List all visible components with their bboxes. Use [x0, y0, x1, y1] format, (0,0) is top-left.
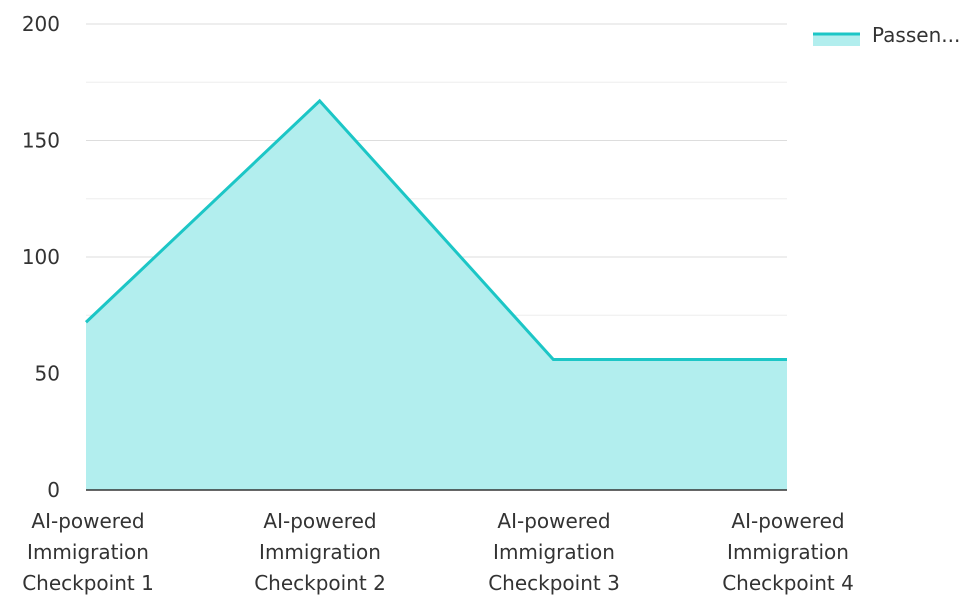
- legend-label: Passen...: [872, 23, 960, 47]
- x-tick-label: AI-powered Immigration Checkpoint 3: [488, 509, 620, 595]
- x-axis: AI-powered Immigration Checkpoint 1 AI-powe…: [22, 489, 854, 595]
- series-line: [84, 98, 787, 362]
- y-tick-label: 0: [47, 478, 60, 502]
- y-tick-label: 50: [35, 362, 60, 386]
- y-tick-label: 200: [22, 12, 60, 36]
- x-tick-label: AI-powered Immigration Checkpoint 1: [22, 509, 154, 595]
- y-tick-label: 100: [22, 245, 60, 269]
- plot-area: [84, 98, 787, 490]
- y-tick-label: 150: [22, 129, 60, 153]
- series-area: [86, 100, 787, 490]
- y-axis: 0 50 100 150 200: [22, 12, 60, 502]
- legend[interactable]: Passen...: [813, 23, 960, 47]
- x-tick-label: AI-powered Immigration Checkpoint 4: [722, 509, 854, 595]
- legend-swatch-fill: [813, 34, 860, 46]
- x-tick-label: AI-powered Immigration Checkpoint 2: [254, 509, 386, 595]
